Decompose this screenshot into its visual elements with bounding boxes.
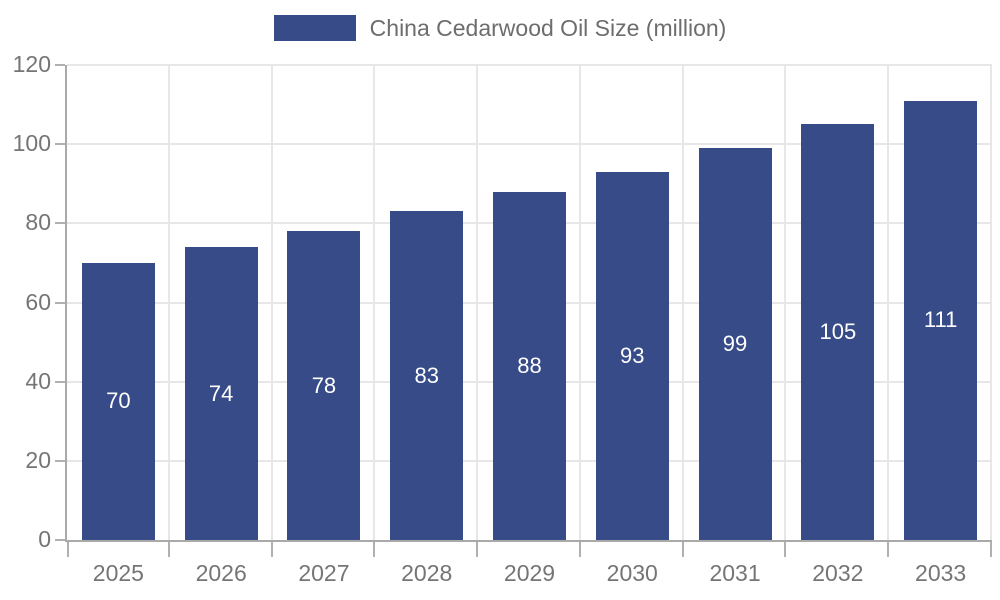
- x-tick-mark: [167, 542, 170, 557]
- x-gridline: [681, 65, 684, 540]
- y-tick-label: 20: [25, 446, 51, 473]
- x-tick-label: 2031: [709, 560, 761, 586]
- x-tick-mark: [681, 542, 684, 557]
- x-tick-mark: [67, 542, 69, 557]
- y-tick-label: 40: [25, 367, 51, 394]
- legend-item[interactable]: China Cedarwood Oil Size (million): [0, 15, 1000, 41]
- x-tick-mark: [373, 542, 376, 557]
- bar-value-label: 74: [208, 380, 234, 406]
- y-tick-label: 100: [12, 130, 51, 157]
- y-gridline: [67, 64, 992, 66]
- x-gridline: [578, 65, 581, 540]
- x-tick-mark: [990, 542, 992, 557]
- bar-value-label: 93: [620, 342, 645, 368]
- bar-value-label: 111: [923, 307, 958, 333]
- x-tick-label: 2030: [606, 560, 658, 586]
- x-gridline: [167, 65, 170, 540]
- bar-2028: [390, 211, 464, 540]
- bar-value-label: 70: [106, 388, 131, 414]
- x-tick-label: 2027: [298, 560, 350, 586]
- x-tick-label: 2033: [915, 560, 967, 586]
- y-tick-label: 80: [25, 209, 51, 236]
- y-gridline: [67, 143, 992, 146]
- y-tick-mark: [55, 143, 65, 146]
- x-tick-label: 2028: [401, 560, 453, 586]
- x-gridline: [784, 65, 787, 540]
- legend-label: China Cedarwood Oil Size (million): [369, 15, 727, 41]
- x-tick-label: 2029: [503, 560, 556, 586]
- y-tick-mark: [55, 301, 65, 304]
- x-gridline: [373, 65, 376, 540]
- x-gridline: [476, 65, 479, 540]
- plot-area: 0 20 40 60 80 100 120 2025 2026 2027 2028 2029 2030 2…: [13, 51, 992, 586]
- bar-value-label: 99: [722, 331, 748, 357]
- x-tick-label: 2025: [92, 560, 144, 586]
- bar-2030: [595, 171, 669, 540]
- bar-2026: [184, 247, 258, 540]
- x-tick-mark: [270, 542, 273, 557]
- y-tick-label: 0: [38, 525, 51, 552]
- bar-value-label: 88: [517, 352, 542, 378]
- bar-2025: [81, 262, 155, 540]
- legend-swatch: [273, 15, 356, 41]
- x-gridline: [990, 65, 992, 540]
- bar-value-label: 78: [311, 372, 337, 398]
- y-tick-mark: [55, 222, 65, 225]
- x-tick-mark: [887, 542, 890, 557]
- bar-2027: [287, 231, 361, 540]
- x-gridline: [270, 65, 273, 540]
- x-tick-mark: [476, 542, 479, 557]
- y-tick-mark: [55, 64, 65, 66]
- y-tick-mark: [55, 459, 65, 462]
- bar-2031: [698, 148, 772, 540]
- bar-value-label: 83: [414, 362, 439, 388]
- x-tick-label: 2032: [812, 560, 864, 586]
- bar-2032: [801, 124, 875, 540]
- x-tick-mark: [578, 542, 581, 557]
- x-gridline: [887, 65, 890, 540]
- y-tick-mark: [55, 539, 65, 541]
- bar-value-label: 105: [819, 319, 857, 345]
- y-tick-label: 60: [25, 288, 51, 315]
- x-tick-label: 2026: [195, 560, 247, 586]
- y-tick-label: 120: [12, 50, 51, 77]
- bar-2029: [493, 191, 566, 540]
- x-tick-mark: [784, 542, 787, 557]
- bar-2033: [904, 100, 978, 540]
- y-tick-mark: [55, 380, 65, 383]
